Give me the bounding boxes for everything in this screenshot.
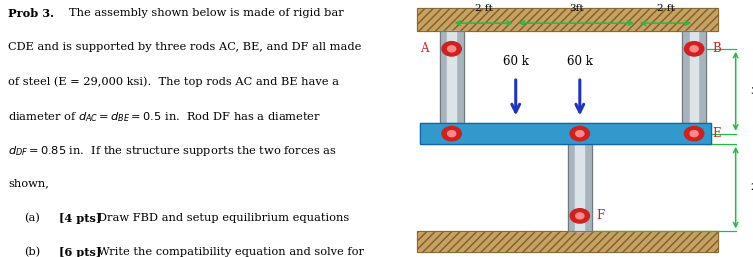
Bar <box>690 31 699 123</box>
Bar <box>417 8 718 31</box>
Text: The assembly shown below is made of rigid bar: The assembly shown below is made of rigi… <box>69 8 344 18</box>
Circle shape <box>570 209 590 223</box>
Circle shape <box>576 131 584 137</box>
Text: [4 pts]: [4 pts] <box>59 213 101 224</box>
Bar <box>420 123 712 144</box>
Bar <box>417 231 718 252</box>
Bar <box>575 144 584 231</box>
Text: 2 ft: 2 ft <box>474 4 492 14</box>
Text: $d_{DF} = 0.85$ in.  If the structure supports the two forces as: $d_{DF} = 0.85$ in. If the structure sup… <box>8 144 337 158</box>
Text: F: F <box>596 209 605 222</box>
Bar <box>568 144 592 231</box>
Text: Prob 3.: Prob 3. <box>8 8 54 19</box>
Text: 60 k: 60 k <box>567 55 593 68</box>
Text: 2.5 ft: 2.5 ft <box>751 183 753 192</box>
Circle shape <box>447 46 456 52</box>
Text: 3 ft: 3 ft <box>751 87 753 96</box>
Text: E: E <box>712 127 721 140</box>
Text: (b): (b) <box>24 247 41 257</box>
Circle shape <box>684 126 704 141</box>
Text: shown,: shown, <box>8 179 49 189</box>
Text: B: B <box>712 42 721 55</box>
Text: (a): (a) <box>24 213 40 223</box>
Circle shape <box>576 213 584 219</box>
Bar <box>568 144 592 231</box>
Text: A: A <box>419 42 428 55</box>
Text: C: C <box>419 127 428 140</box>
Bar <box>440 31 464 123</box>
Bar <box>417 231 718 252</box>
Text: Write the compatibility equation and solve for: Write the compatibility equation and sol… <box>98 247 364 257</box>
Bar <box>682 31 706 123</box>
Text: D: D <box>575 145 584 158</box>
Circle shape <box>690 131 698 137</box>
Text: CDE and is supported by three rods AC, BE, and DF all made: CDE and is supported by three rods AC, B… <box>8 42 361 52</box>
Text: 2 ft: 2 ft <box>657 4 675 14</box>
Bar <box>440 31 464 123</box>
Bar <box>682 31 706 123</box>
Bar <box>417 8 718 31</box>
Circle shape <box>447 131 456 137</box>
Circle shape <box>570 126 590 141</box>
Circle shape <box>442 42 462 56</box>
Text: Draw FBD and setup equilibrium equations: Draw FBD and setup equilibrium equations <box>98 213 349 223</box>
Text: diameter of $d_{AC} = d_{BE} = 0.5$ in.  Rod DF has a diameter: diameter of $d_{AC} = d_{BE} = 0.5$ in. … <box>8 110 322 124</box>
Circle shape <box>684 42 704 56</box>
Text: 60 k: 60 k <box>503 55 529 68</box>
Circle shape <box>442 126 462 141</box>
Circle shape <box>690 46 698 52</box>
Text: 3ft: 3ft <box>569 4 584 14</box>
Bar <box>420 123 712 144</box>
Text: [6 pts]: [6 pts] <box>59 247 101 257</box>
Text: of steel (E = 29,000 ksi).  The top rods AC and BE have a: of steel (E = 29,000 ksi). The top rods … <box>8 76 339 87</box>
Bar <box>447 31 456 123</box>
